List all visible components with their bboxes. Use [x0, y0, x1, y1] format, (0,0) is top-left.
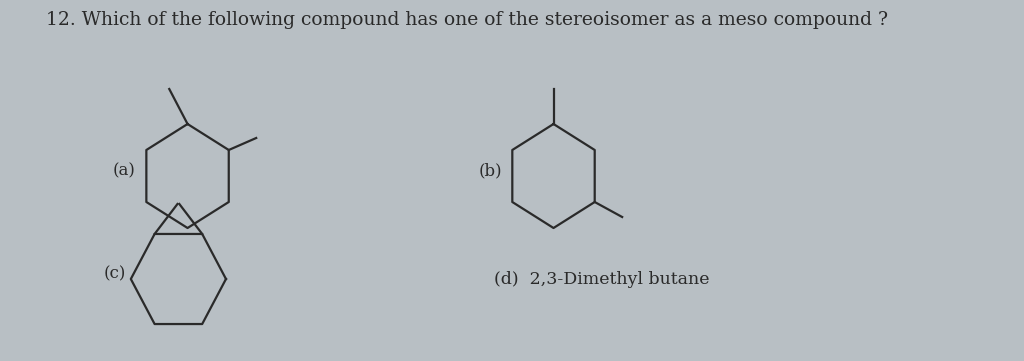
Text: (d)  2,3-Dimethyl butane: (d) 2,3-Dimethyl butane	[494, 270, 710, 287]
Text: 12. Which of the following compound has one of the stereoisomer as a meso compou: 12. Which of the following compound has …	[46, 11, 888, 29]
Text: (a): (a)	[113, 162, 135, 179]
Text: (b): (b)	[478, 162, 502, 179]
Text: (c): (c)	[103, 265, 126, 283]
